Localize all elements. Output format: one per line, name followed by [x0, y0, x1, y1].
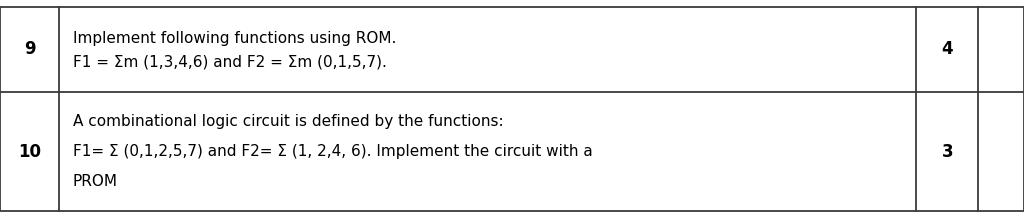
- Text: A combinational logic circuit is defined by the functions:: A combinational logic circuit is defined…: [73, 114, 504, 129]
- Text: 3: 3: [941, 143, 953, 160]
- Text: 9: 9: [24, 40, 36, 58]
- Text: F1= Σ (0,1,2,5,7) and F2= Σ (1, 2,4, 6). Implement the circuit with a: F1= Σ (0,1,2,5,7) and F2= Σ (1, 2,4, 6).…: [73, 144, 593, 159]
- Text: 4: 4: [941, 40, 953, 58]
- Text: PROM: PROM: [73, 174, 118, 189]
- Text: F1 = Σm (1,3,4,6) and F2 = Σm (0,1,5,7).: F1 = Σm (1,3,4,6) and F2 = Σm (0,1,5,7).: [73, 55, 387, 70]
- Text: 10: 10: [18, 143, 41, 160]
- Text: Implement following functions using ROM.: Implement following functions using ROM.: [73, 31, 396, 46]
